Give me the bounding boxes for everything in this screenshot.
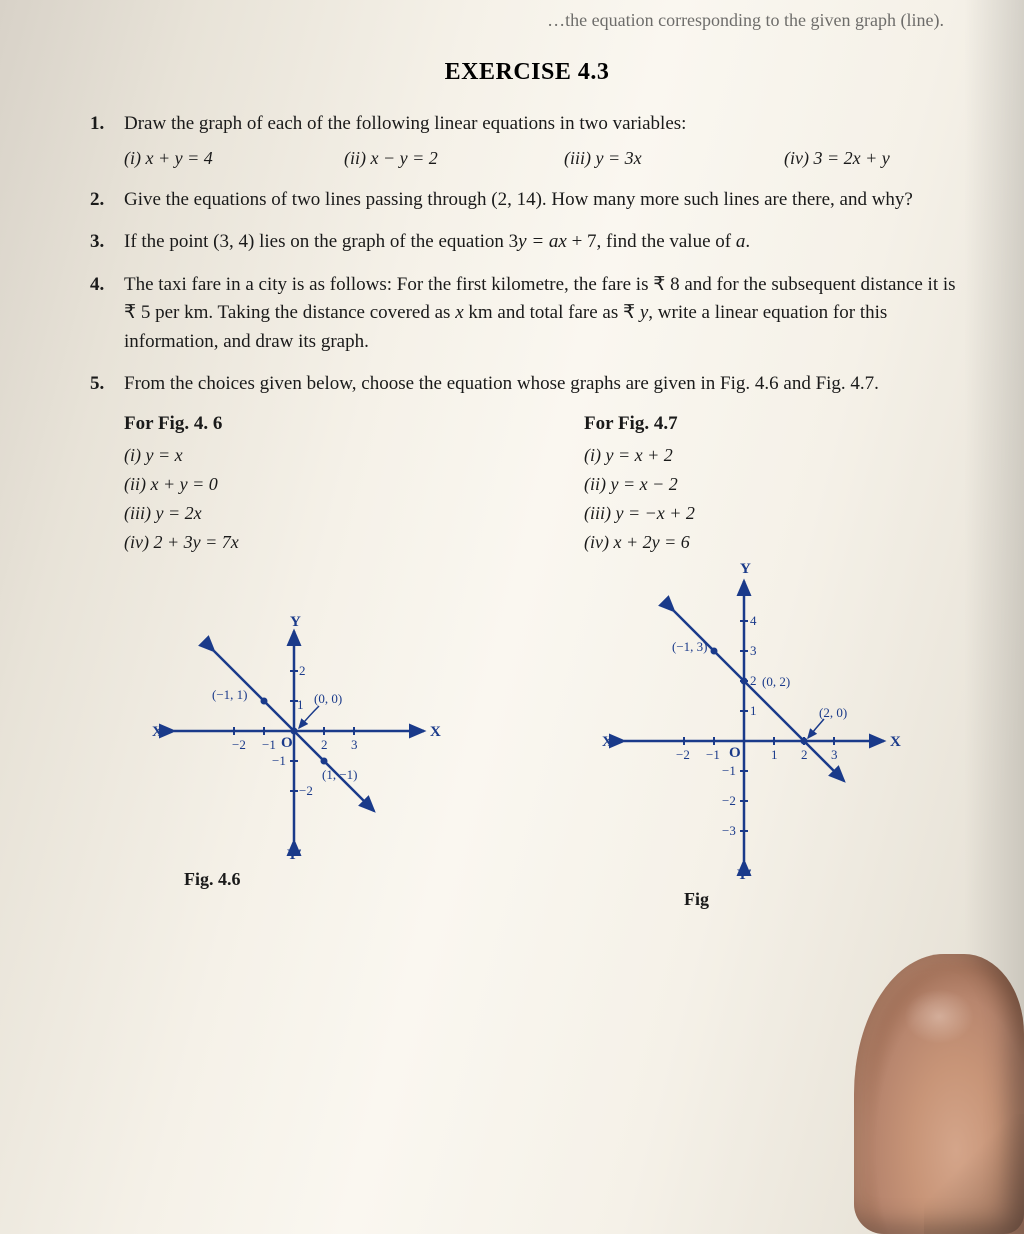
col2-heading: For Fig. 4.7: [584, 413, 964, 435]
svg-text:Y′: Y′: [287, 847, 302, 861]
q4-x: x: [455, 302, 463, 323]
col1-iii: (iii) y = 2x: [124, 503, 504, 524]
question-4: 4. The taxi fare in a city is as follows…: [90, 271, 964, 357]
q1-opt-ii: (ii) x − y = 2: [344, 145, 524, 172]
svg-text:X: X: [430, 724, 441, 740]
q2-num: 2.: [90, 186, 124, 215]
q4-a: The taxi fare in a city is as follows: F…: [124, 274, 653, 295]
svg-text:3: 3: [351, 737, 358, 752]
svg-text:−2: −2: [722, 793, 736, 808]
svg-text:−2: −2: [676, 747, 690, 762]
q4-v1: 8 and for the subsequent distance it is: [665, 274, 955, 295]
rupee-icon: ₹: [124, 302, 136, 323]
svg-text:(0, 0): (0, 0): [314, 691, 342, 706]
q3-b: y = ax: [518, 231, 567, 252]
svg-text:−1: −1: [706, 747, 720, 762]
svg-text:2: 2: [750, 673, 757, 688]
svg-text:Y′: Y′: [737, 867, 752, 881]
svg-text:Y: Y: [740, 561, 751, 577]
col1-heading: For Fig. 4. 6: [124, 413, 504, 435]
svg-text:X′: X′: [152, 724, 167, 740]
svg-text:−2: −2: [232, 737, 246, 752]
question-5: 5. From the choices given below, choose …: [90, 370, 964, 399]
fig47-caption: Fig: [564, 889, 964, 910]
q1-opt-iv: (iv) 3 = 2x + y: [784, 145, 964, 172]
q1-body: Draw the graph of each of the following …: [124, 110, 964, 172]
exercise-title: EXERCISE 4.3: [90, 59, 964, 86]
col1-ii: (ii) x + y = 0: [124, 474, 504, 495]
q4-v2: 5 per km. Taking the distance covered as: [136, 302, 455, 323]
q5-num: 5.: [90, 370, 124, 399]
q3-num: 3.: [90, 228, 124, 257]
q5-text: From the choices given below, choose the…: [124, 370, 964, 399]
question-1: 1. Draw the graph of each of the followi…: [90, 110, 964, 172]
col2-ii: (ii) y = x − 2: [584, 474, 964, 495]
q4-b: km and total fare as: [464, 302, 623, 323]
thumb-overlay: [854, 954, 1024, 1234]
fig46-caption: Fig. 4.6: [124, 869, 524, 890]
svg-text:(−1, 1): (−1, 1): [212, 687, 248, 702]
q2-text: Give the equations of two lines passing …: [124, 186, 964, 215]
q1-opt-i: (i) x + y = 4: [124, 145, 304, 172]
rupee-icon: ₹: [623, 302, 635, 323]
rupee-icon: ₹: [653, 274, 665, 295]
q3-body: If the point (3, 4) lies on the graph of…: [124, 228, 964, 257]
svg-text:Y: Y: [290, 614, 301, 630]
svg-text:−1: −1: [272, 753, 286, 768]
q1-text: Draw the graph of each of the following …: [124, 113, 686, 134]
question-2: 2. Give the equations of two lines passi…: [90, 186, 964, 215]
col2-i: (i) y = x + 2: [584, 445, 964, 466]
svg-text:(−1, 3): (−1, 3): [672, 639, 708, 654]
figure-4-6: −2 −1 2 3 2 −1 −2 1: [124, 581, 524, 910]
svg-text:(0, 2): (0, 2): [762, 674, 790, 689]
svg-text:2: 2: [801, 747, 808, 762]
svg-text:1: 1: [297, 697, 304, 712]
col1-iv: (iv) 2 + 3y = 7x: [124, 532, 504, 553]
svg-text:(2, 0): (2, 0): [819, 705, 847, 720]
svg-text:−1: −1: [722, 763, 736, 778]
col-fig46: For Fig. 4. 6 (i) y = x (ii) x + y = 0 (…: [124, 413, 504, 561]
q1-opt-iii: (iii) y = 3x: [564, 145, 744, 172]
svg-text:4: 4: [750, 613, 757, 628]
svg-text:3: 3: [831, 747, 838, 762]
figure-4-7: −2 −1 1 2 3 1 2 3 4 −1 −2 −3: [564, 581, 964, 910]
svg-text:−3: −3: [722, 823, 736, 838]
svg-text:3: 3: [750, 643, 757, 658]
svg-text:1: 1: [771, 747, 778, 762]
svg-text:−2: −2: [299, 783, 313, 798]
svg-text:−1: −1: [262, 737, 276, 752]
svg-text:O: O: [729, 745, 741, 761]
svg-text:1: 1: [750, 703, 757, 718]
svg-text:X: X: [890, 734, 901, 750]
q3-d: a: [736, 231, 746, 252]
q3-c: + 7, find the value of: [567, 231, 736, 252]
q1-options: (i) x + y = 4 (ii) x − y = 2 (iii) y = 3…: [124, 145, 964, 172]
svg-text:2: 2: [321, 737, 328, 752]
q3-a: If the point (3, 4) lies on the graph of…: [124, 231, 518, 252]
figures-row: −2 −1 2 3 2 −1 −2 1: [124, 581, 964, 910]
svg-text:X′: X′: [602, 734, 617, 750]
textbook-page: …the equation corresponding to the given…: [0, 0, 1024, 930]
svg-text:(1, −1): (1, −1): [322, 767, 358, 782]
q4-body: The taxi fare in a city is as follows: F…: [124, 271, 964, 357]
cutoff-text: …the equation corresponding to the given…: [90, 10, 964, 31]
svg-text:O: O: [281, 735, 293, 751]
q4-y: y: [635, 302, 648, 323]
question-3: 3. If the point (3, 4) lies on the graph…: [90, 228, 964, 257]
col1-i: (i) y = x: [124, 445, 504, 466]
svg-text:2: 2: [299, 663, 306, 678]
q4-num: 4.: [90, 271, 124, 357]
q1-num: 1.: [90, 110, 124, 172]
